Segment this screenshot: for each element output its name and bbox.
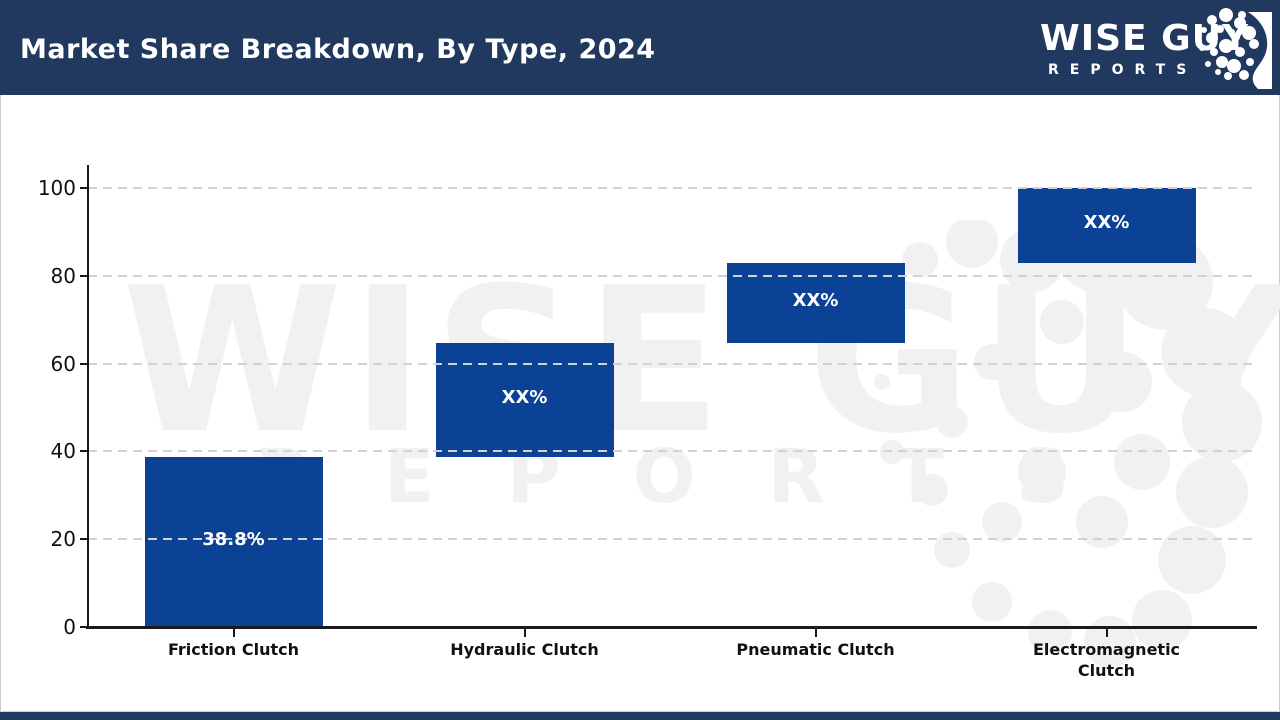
x-tick-pneumatic-clutch bbox=[814, 629, 817, 637]
x-category-label-pneumatic-clutch: Pneumatic Clutch bbox=[736, 640, 895, 659]
gridline-100 bbox=[88, 187, 1252, 189]
x-tick-hydraulic-clutch bbox=[523, 629, 526, 637]
y-axis-line bbox=[87, 165, 89, 628]
header-bar: Market Share Breakdown, By Type, 2024 WI… bbox=[0, 0, 1280, 95]
page-title: Market Share Breakdown, By Type, 2024 bbox=[20, 34, 656, 65]
wise-guy-reports-logo: WISE GUY REPORTS bbox=[1040, 8, 1272, 89]
y-tick-100 bbox=[80, 187, 88, 189]
gridline-60 bbox=[88, 362, 1252, 365]
bar-friction-clutch bbox=[144, 456, 323, 627]
logo-text-reports: REPORTS bbox=[1048, 62, 1197, 78]
x-tick-electromagnetic-clutch bbox=[1105, 629, 1108, 637]
watermark-text-wiseguy: WISE GUY bbox=[122, 245, 1280, 478]
watermark-head-icon bbox=[862, 220, 1262, 668]
bar-hydraulic-clutch bbox=[435, 342, 614, 457]
logo-head-icon bbox=[1199, 8, 1272, 89]
gridline-40 bbox=[88, 450, 1252, 453]
y-tick-label-0: 0 bbox=[63, 615, 76, 639]
bar-electromagnetic-clutch bbox=[1017, 188, 1196, 263]
x-tick-friction-clutch bbox=[232, 629, 235, 637]
x-axis-line bbox=[86, 626, 1257, 629]
y-tick-label-60: 60 bbox=[50, 351, 76, 376]
y-tick-0 bbox=[80, 626, 88, 628]
y-tick-label-80: 80 bbox=[50, 263, 76, 288]
bar-value-label-hydraulic-clutch: XX% bbox=[501, 386, 548, 408]
y-tick-20 bbox=[80, 538, 88, 541]
bar-value-label-electromagnetic-clutch: XX% bbox=[1083, 212, 1130, 234]
bar-value-label-friction-clutch: 38.8% bbox=[202, 528, 265, 550]
x-category-label-friction-clutch: Friction Clutch bbox=[168, 640, 299, 659]
y-tick-label-40: 40 bbox=[50, 439, 76, 464]
x-category-label-hydraulic-clutch: Hydraulic Clutch bbox=[450, 640, 599, 659]
y-tick-60 bbox=[80, 362, 88, 365]
y-tick-label-100: 100 bbox=[37, 176, 76, 200]
gridline-20 bbox=[88, 538, 1252, 541]
gridline-80 bbox=[88, 274, 1252, 277]
footer-bar bbox=[0, 712, 1280, 720]
y-tick-40 bbox=[80, 450, 88, 453]
y-tick-80 bbox=[80, 274, 88, 277]
x-category-label-electromagnetic-clutch: Electromagnetic Clutch bbox=[1032, 640, 1181, 680]
y-tick-label-20: 20 bbox=[50, 527, 76, 552]
bar-value-label-pneumatic-clutch: XX% bbox=[792, 289, 839, 311]
